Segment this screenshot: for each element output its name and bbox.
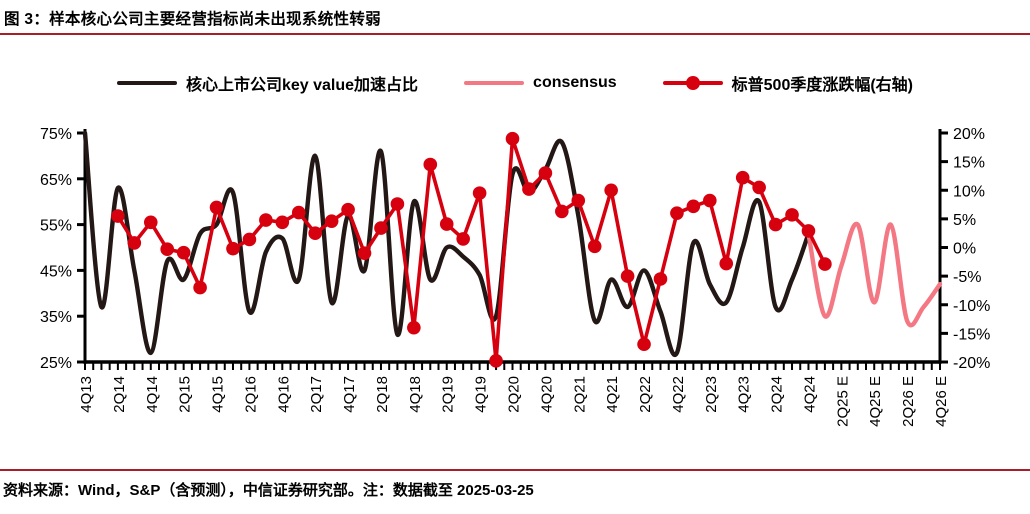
svg-text:65%: 65% bbox=[40, 172, 72, 189]
red-dot-line-swatch-icon bbox=[662, 76, 723, 90]
footer-rule bbox=[0, 469, 1030, 471]
svg-text:4Q26 E: 4Q26 E bbox=[933, 376, 950, 427]
svg-text:4Q25 E: 4Q25 E bbox=[867, 376, 884, 427]
svg-text:-20%: -20% bbox=[953, 355, 990, 372]
svg-text:2Q25 E: 2Q25 E bbox=[834, 376, 851, 427]
svg-text:4Q24: 4Q24 bbox=[801, 376, 818, 413]
svg-text:0%: 0% bbox=[953, 241, 976, 258]
svg-text:-5%: -5% bbox=[953, 269, 981, 286]
title-rule bbox=[0, 33, 1030, 35]
svg-text:2Q21: 2Q21 bbox=[571, 376, 588, 413]
svg-text:2Q16: 2Q16 bbox=[242, 376, 259, 413]
svg-text:4Q20: 4Q20 bbox=[538, 376, 555, 413]
source-note: 资料来源：Wind，S&P（含预测），中信证券研究部。注：数据截至 2025-0… bbox=[3, 482, 534, 499]
svg-text:2Q24: 2Q24 bbox=[769, 376, 786, 413]
svg-text:4Q18: 4Q18 bbox=[407, 376, 424, 413]
x-axis-labels: 4Q13 2Q14 4Q14 2Q15 4Q15 2Q16 4Q16 2Q17 4Q17 2Q18… bbox=[78, 376, 950, 427]
svg-text:2Q23: 2Q23 bbox=[703, 376, 720, 413]
series-sp500-markers bbox=[111, 131, 832, 368]
svg-text:4Q22: 4Q22 bbox=[670, 376, 687, 413]
svg-text:2Q22: 2Q22 bbox=[637, 376, 654, 413]
svg-text:5%: 5% bbox=[953, 212, 976, 229]
svg-text:4Q21: 4Q21 bbox=[604, 376, 621, 413]
svg-text:4Q23: 4Q23 bbox=[736, 376, 753, 413]
black-line-swatch-icon bbox=[116, 81, 177, 85]
svg-text:2Q19: 2Q19 bbox=[440, 376, 457, 413]
svg-text:2Q15: 2Q15 bbox=[177, 376, 194, 413]
svg-text:10%: 10% bbox=[953, 183, 985, 200]
series-consensus-pink bbox=[806, 221, 943, 328]
svg-text:4Q16: 4Q16 bbox=[275, 376, 292, 413]
legend-label-consensus: consensus bbox=[533, 74, 617, 91]
svg-text:4Q17: 4Q17 bbox=[341, 376, 358, 413]
chart-legend: 核心上市公司key value加速占比 consensus 标普500季度涨跌幅… bbox=[60, 66, 970, 100]
svg-text:4Q13: 4Q13 bbox=[78, 376, 95, 413]
svg-text:75%: 75% bbox=[40, 126, 72, 143]
svg-text:45%: 45% bbox=[40, 263, 72, 280]
legend-item-key-value: 核心上市公司key value加速占比 bbox=[116, 71, 419, 95]
red-marker-dot-icon bbox=[685, 76, 700, 90]
legend-item-consensus: consensus bbox=[464, 74, 617, 92]
svg-text:-15%: -15% bbox=[953, 326, 990, 343]
svg-text:2Q18: 2Q18 bbox=[374, 376, 391, 413]
svg-text:2Q26 E: 2Q26 E bbox=[900, 376, 917, 427]
svg-text:35%: 35% bbox=[40, 309, 72, 326]
figure-title: 图 3：样本核心公司主要经营指标尚未出现系统性转弱 bbox=[4, 11, 381, 28]
svg-text:4Q15: 4Q15 bbox=[210, 376, 227, 413]
svg-text:20%: 20% bbox=[953, 126, 985, 143]
svg-text:2Q20: 2Q20 bbox=[506, 376, 523, 413]
series-key-value-black bbox=[82, 130, 811, 358]
legend-item-sp500: 标普500季度涨跌幅(右轴) bbox=[662, 71, 913, 95]
svg-text:-10%: -10% bbox=[953, 298, 990, 315]
legend-label-sp500: 标普500季度涨跌幅(右轴) bbox=[731, 77, 913, 94]
axes bbox=[77, 129, 948, 370]
svg-text:25%: 25% bbox=[40, 355, 72, 372]
svg-text:4Q19: 4Q19 bbox=[473, 376, 490, 413]
legend-label-key-value: 核心上市公司key value加速占比 bbox=[185, 77, 419, 94]
svg-text:15%: 15% bbox=[953, 155, 985, 172]
pink-line-swatch-icon bbox=[464, 81, 525, 85]
svg-text:2Q14: 2Q14 bbox=[111, 376, 128, 413]
svg-text:2Q17: 2Q17 bbox=[308, 376, 325, 413]
svg-text:4Q14: 4Q14 bbox=[144, 376, 161, 413]
svg-text:55%: 55% bbox=[40, 218, 72, 235]
